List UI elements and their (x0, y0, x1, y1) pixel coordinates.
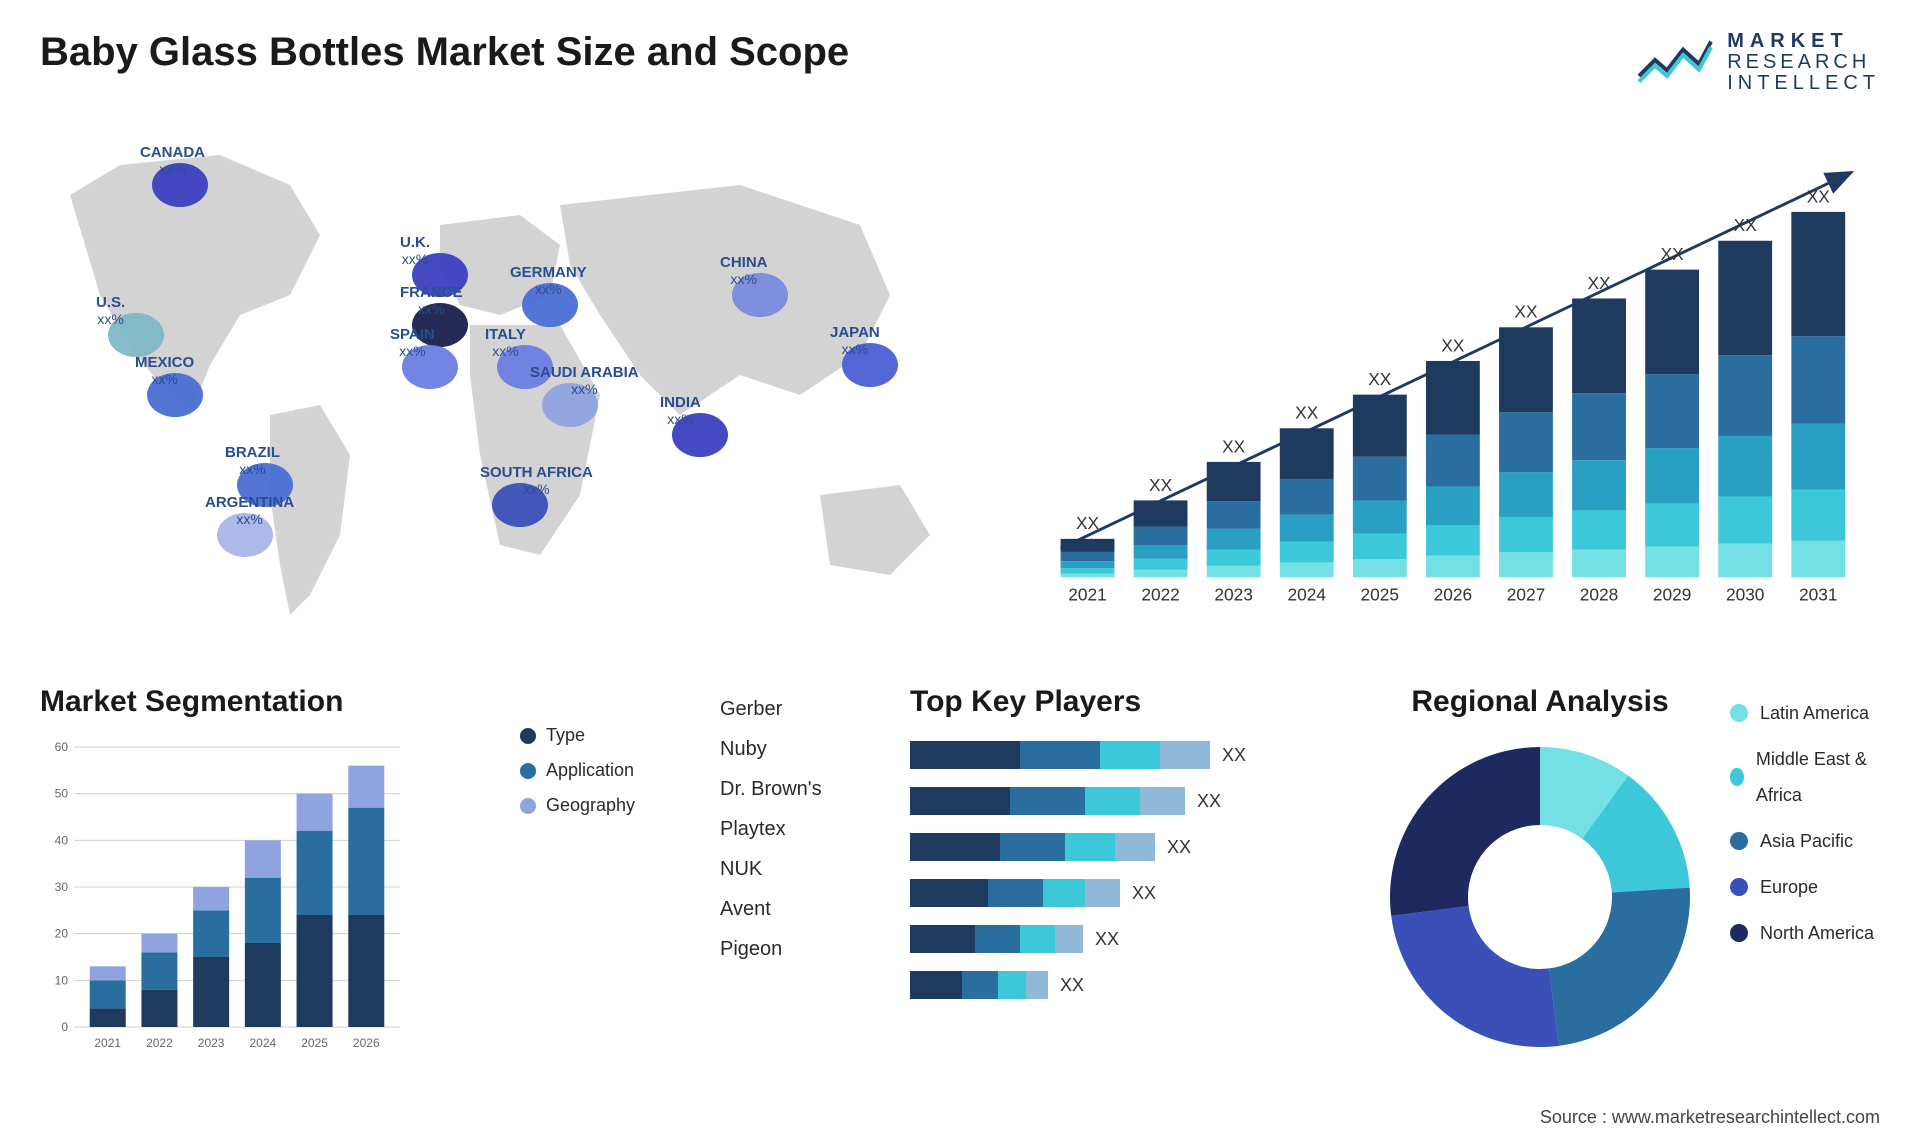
player-name: Nuby (720, 729, 890, 769)
svg-text:2031: 2031 (1799, 584, 1837, 604)
svg-text:40: 40 (55, 833, 69, 847)
svg-text:2025: 2025 (301, 1036, 328, 1050)
growth-chart-svg: XX 2021 XX 2022 XX 2023 XX 2024 XX 2025 XX 2026 XX 20… (1030, 135, 1870, 635)
header: Baby Glass Bottles Market Size and Scope… (40, 30, 1880, 95)
svg-text:2022: 2022 (1141, 584, 1179, 604)
player-name: NUK (720, 849, 890, 889)
player-name: Pigeon (720, 929, 890, 969)
logo-text: MARKET RESEARCH INTELLECT (1727, 31, 1880, 94)
segmentation-legend-item: Application (520, 760, 680, 781)
map-country-label: GERMANYxx% (510, 265, 587, 297)
players-name-list: GerberNubyDr. Brown'sPlaytexNUKAventPige… (720, 685, 890, 1062)
regional-legend: Latin America Middle East & Africa Asia Pa… (1730, 685, 1880, 961)
segmentation-chart-svg: 0 10 20 30 40 50 60 2021 2022 2023 2024 2025 2026 (40, 737, 410, 1057)
logo-mark-icon (1635, 30, 1715, 95)
svg-text:30: 30 (55, 880, 69, 894)
growth-chart-panel: XX 2021 XX 2022 XX 2023 XX 2024 XX 2025 XX 2026 XX 20… (1020, 115, 1880, 655)
world-map-panel: CANADAxx% U.S.xx% MEXICOxx% BRAZILxx% ARGENT… (40, 115, 990, 655)
svg-text:2030: 2030 (1726, 584, 1764, 604)
map-country-label: SOUTH AFRICAxx% (480, 465, 593, 497)
players-panel: GerberNubyDr. Brown'sPlaytexNUKAventPige… (720, 685, 1340, 1062)
svg-text:2023: 2023 (198, 1036, 225, 1050)
player-bar-row: XX (910, 741, 1340, 769)
svg-text:2024: 2024 (1287, 584, 1326, 604)
bottom-row: Market Segmentation 0 10 20 30 40 50 60 2021 202… (40, 685, 1880, 1062)
map-country-label: SAUDI ARABIAxx% (530, 365, 639, 397)
segmentation-title: Market Segmentation (40, 685, 500, 719)
map-country-label: CHINAxx% (720, 255, 768, 287)
map-country-label: JAPANxx% (830, 325, 880, 357)
regional-legend-item: Europe (1730, 869, 1880, 905)
svg-text:2021: 2021 (1068, 584, 1106, 604)
logo-line2: RESEARCH (1727, 52, 1880, 73)
player-name: Dr. Brown's (720, 769, 890, 809)
svg-text:2028: 2028 (1580, 584, 1618, 604)
map-country-label: U.S.xx% (96, 295, 125, 327)
svg-text:2029: 2029 (1653, 584, 1691, 604)
player-bar-row: XX (910, 971, 1340, 999)
regional-title: Regional Analysis (1380, 685, 1700, 719)
regional-panel: Regional Analysis Latin America Middle Ea… (1380, 685, 1880, 1062)
map-country-label: INDIAxx% (660, 395, 701, 427)
svg-text:2027: 2027 (1507, 584, 1545, 604)
regional-donut-svg (1380, 737, 1700, 1057)
regional-legend-item: Latin America (1730, 695, 1880, 731)
svg-text:XX: XX (1807, 186, 1831, 206)
svg-text:XX: XX (1076, 513, 1100, 533)
svg-text:10: 10 (55, 973, 69, 987)
logo-line1: MARKET (1727, 31, 1880, 52)
segmentation-legend-item: Type (520, 725, 680, 746)
regional-legend-item: Asia Pacific (1730, 823, 1880, 859)
svg-text:2025: 2025 (1361, 584, 1399, 604)
map-country-label: ITALYxx% (485, 327, 526, 359)
svg-text:2024: 2024 (250, 1036, 277, 1050)
map-country-label: SPAINxx% (390, 327, 435, 359)
player-bar-row: XX (910, 833, 1340, 861)
svg-text:XX: XX (1734, 215, 1758, 235)
player-name: Avent (720, 889, 890, 929)
svg-text:2021: 2021 (94, 1036, 121, 1050)
player-bar-row: XX (910, 879, 1340, 907)
segmentation-panel: Market Segmentation 0 10 20 30 40 50 60 2021 202… (40, 685, 680, 1062)
regional-legend-item: North America (1730, 915, 1880, 951)
players-bars: XX XX XX XX XX XX (910, 737, 1340, 999)
svg-text:2026: 2026 (353, 1036, 380, 1050)
map-country-label: FRANCExx% (400, 285, 463, 317)
map-country-label: BRAZILxx% (225, 445, 280, 477)
svg-text:2026: 2026 (1434, 584, 1472, 604)
player-name: Playtex (720, 809, 890, 849)
players-title: Top Key Players (910, 685, 1340, 719)
logo-line3: INTELLECT (1727, 73, 1880, 94)
svg-text:XX: XX (1368, 369, 1392, 389)
svg-text:XX: XX (1441, 335, 1465, 355)
player-name: Gerber (720, 689, 890, 729)
svg-text:60: 60 (55, 740, 69, 754)
regional-legend-item: Middle East & Africa (1730, 741, 1880, 813)
svg-text:XX: XX (1514, 302, 1538, 322)
player-bar-row: XX (910, 787, 1340, 815)
svg-text:XX: XX (1295, 403, 1319, 423)
svg-text:2023: 2023 (1214, 584, 1252, 604)
map-country-label: U.K.xx% (400, 235, 430, 267)
segmentation-legend: Type Application Geography (520, 685, 680, 1062)
svg-text:XX: XX (1149, 475, 1173, 495)
map-country-label: CANADAxx% (140, 145, 205, 177)
svg-text:XX: XX (1222, 436, 1246, 456)
top-row: CANADAxx% U.S.xx% MEXICOxx% BRAZILxx% ARGENT… (40, 115, 1880, 655)
page-title: Baby Glass Bottles Market Size and Scope (40, 30, 849, 75)
brand-logo: MARKET RESEARCH INTELLECT (1635, 30, 1880, 95)
source-attribution: Source : www.marketresearchintellect.com (1540, 1107, 1880, 1128)
player-bar-row: XX (910, 925, 1340, 953)
segmentation-legend-item: Geography (520, 795, 680, 816)
svg-text:20: 20 (55, 927, 69, 941)
svg-text:XX: XX (1587, 273, 1611, 293)
svg-text:0: 0 (61, 1020, 68, 1034)
map-country-label: MEXICOxx% (135, 355, 194, 387)
map-country-label: ARGENTINAxx% (205, 495, 294, 527)
svg-text:XX: XX (1661, 244, 1685, 264)
svg-text:50: 50 (55, 787, 69, 801)
svg-text:2022: 2022 (146, 1036, 173, 1050)
